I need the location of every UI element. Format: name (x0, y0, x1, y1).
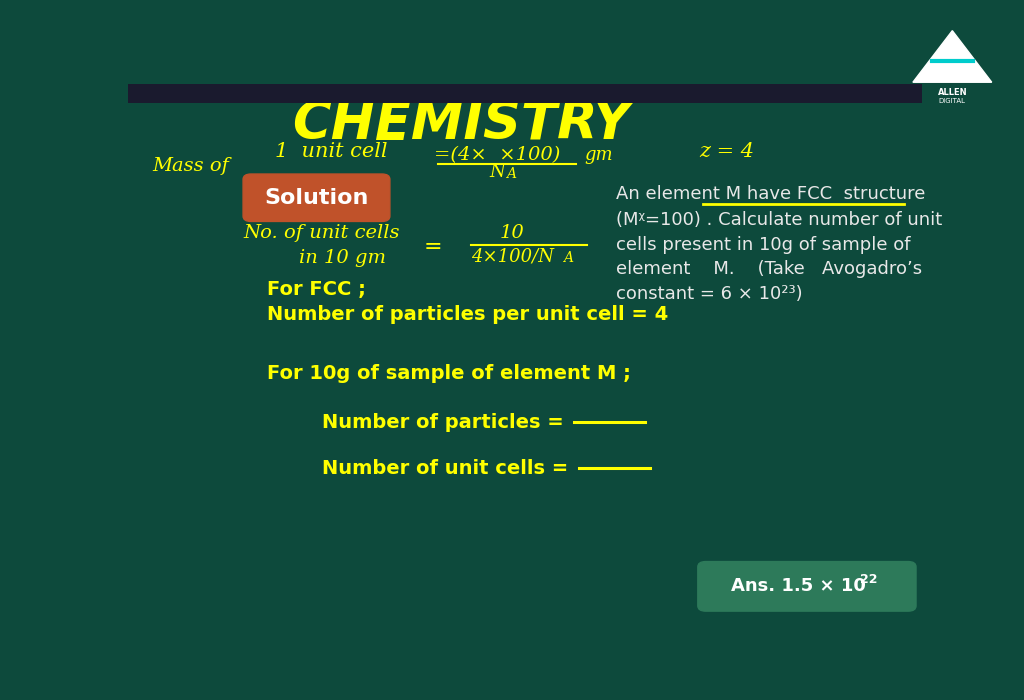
Text: N: N (489, 163, 505, 181)
Text: For FCC ;: For FCC ; (267, 281, 366, 300)
Text: constant = 6 × 10²³): constant = 6 × 10²³) (616, 285, 803, 303)
Text: element    M.    (Take   Avogadro’s: element M. (Take Avogadro’s (616, 260, 923, 279)
Bar (128, 84, 922, 103)
Polygon shape (913, 31, 991, 83)
Text: 10: 10 (500, 224, 524, 241)
Text: 1  unit cell: 1 unit cell (274, 142, 387, 161)
Text: z = 4: z = 4 (699, 142, 755, 161)
Text: Ans. 1.5 × 10: Ans. 1.5 × 10 (731, 578, 866, 595)
Text: CHEMISTRY: CHEMISTRY (292, 99, 631, 150)
Text: Number of particles per unit cell = 4: Number of particles per unit cell = 4 (267, 305, 668, 324)
FancyBboxPatch shape (697, 561, 916, 611)
Text: 22: 22 (860, 573, 878, 587)
Text: in 10 gm: in 10 gm (299, 248, 386, 267)
Text: For 10g of sample of element M ;: For 10g of sample of element M ; (267, 364, 631, 383)
Text: 4×100/N: 4×100/N (471, 248, 554, 265)
Text: (Mᵡ=100) . Calculate number of unit: (Mᵡ=100) . Calculate number of unit (616, 211, 942, 229)
Text: gm: gm (585, 146, 613, 164)
Text: Solution: Solution (264, 188, 369, 208)
FancyBboxPatch shape (243, 174, 390, 221)
Text: DIGITAL: DIGITAL (939, 97, 966, 104)
Text: Number of unit cells =: Number of unit cells = (323, 458, 568, 478)
Text: A: A (563, 251, 572, 265)
Text: An element M have FCC  structure: An element M have FCC structure (616, 186, 926, 204)
Text: A: A (507, 167, 516, 181)
Text: ALLEN: ALLEN (938, 88, 967, 97)
Text: =(4×  ×100): =(4× ×100) (433, 146, 560, 164)
Text: cells present in 10g of sample of: cells present in 10g of sample of (616, 236, 910, 253)
Text: Number of particles =: Number of particles = (323, 413, 564, 432)
Text: Mass of: Mass of (152, 157, 228, 175)
Text: =: = (423, 236, 441, 258)
Text: No. of unit cells: No. of unit cells (243, 224, 399, 241)
